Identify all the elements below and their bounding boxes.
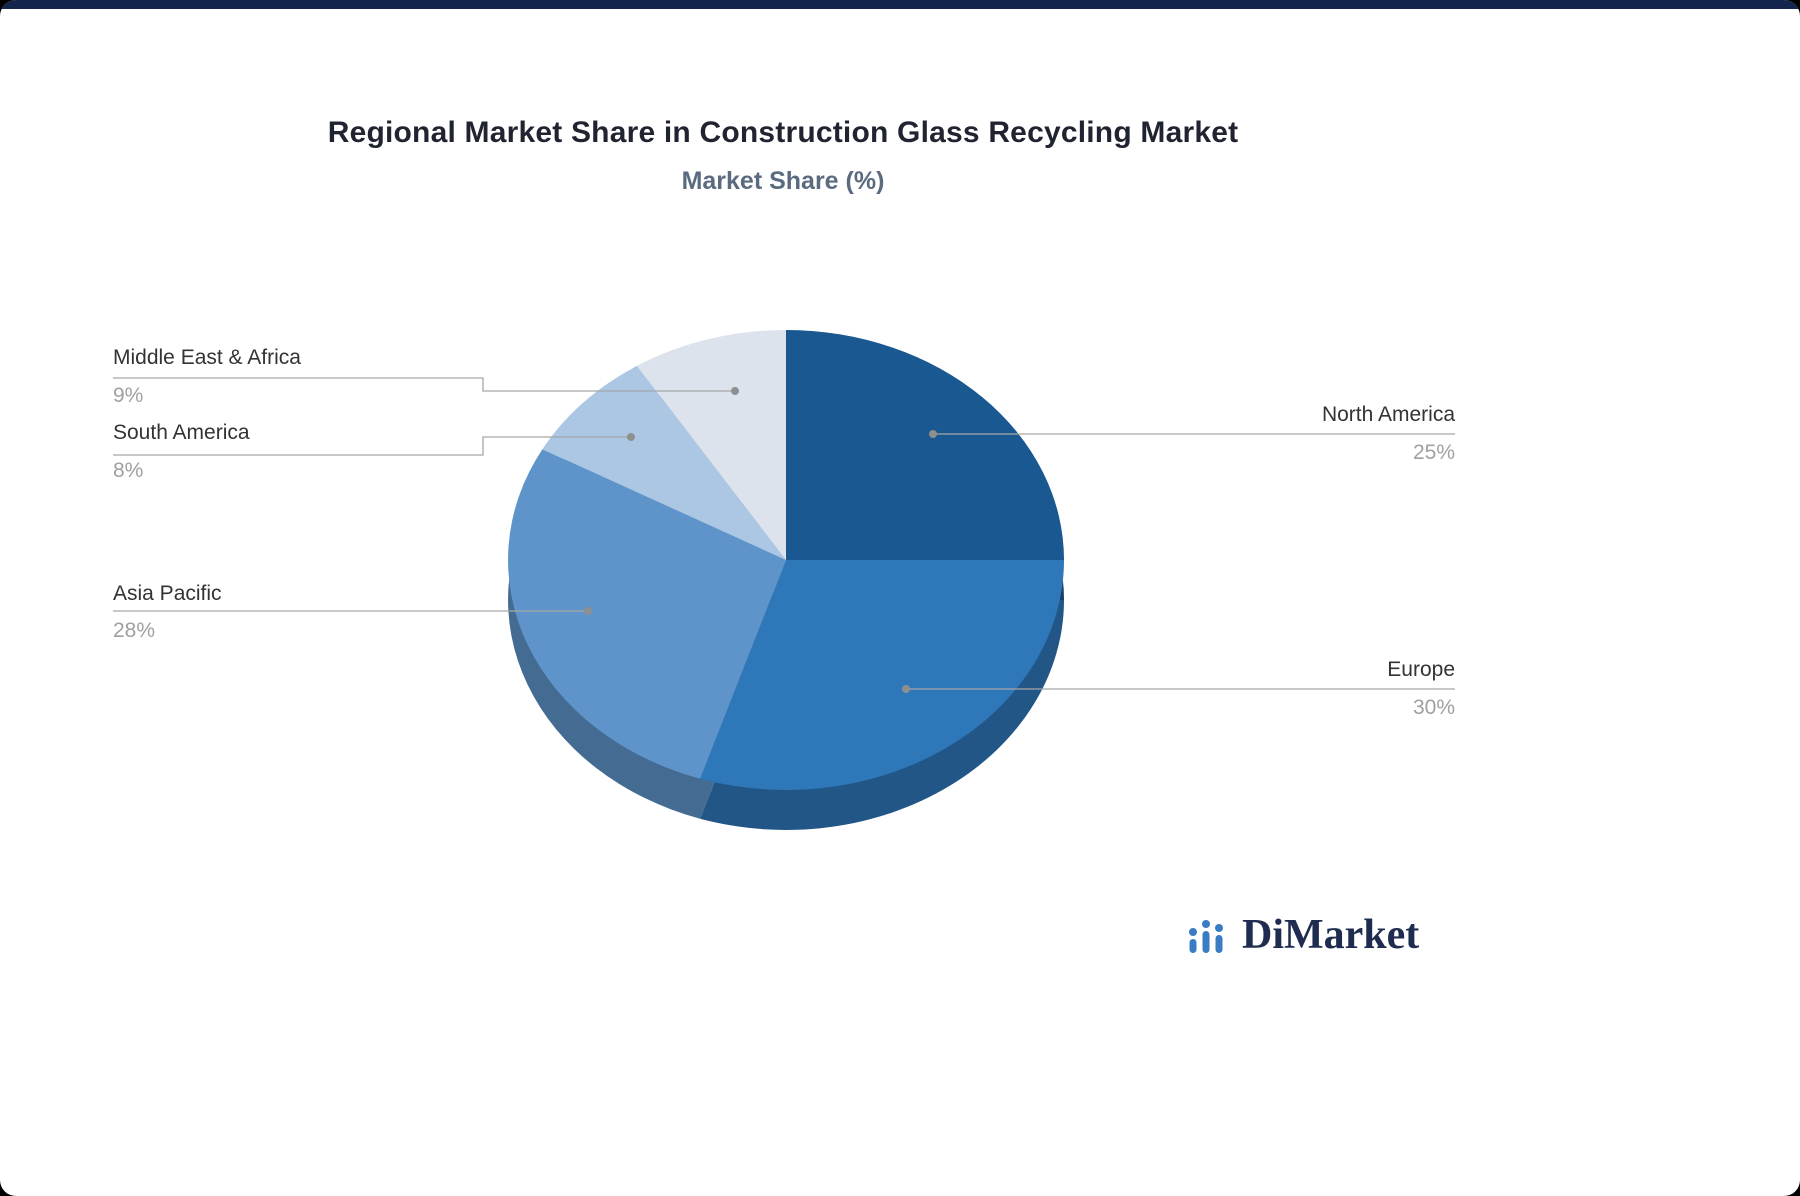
pie-slice-south-america[interactable]	[542, 365, 786, 560]
leader-dot-south-america	[627, 433, 635, 441]
value-asia-pacific: 28%	[113, 619, 156, 642]
value-north-america: 25%	[1412, 441, 1455, 464]
top-accent-bar	[0, 0, 1800, 9]
chart-subtitle: Market Share (%)	[681, 167, 885, 195]
dimarket-logo-icon	[1189, 920, 1223, 953]
pie-slice-europe[interactable]	[700, 560, 1064, 790]
pie-slice-asia-pacific[interactable]	[508, 449, 786, 779]
label-south-america: South America	[113, 421, 250, 444]
leader-dot-north-america	[929, 430, 937, 438]
value-south-america: 8%	[113, 459, 144, 482]
pie-slices-layer	[508, 330, 1064, 790]
leader-lines	[113, 377, 1455, 690]
value-europe: 30%	[1412, 696, 1455, 719]
label-asia-pacific: Asia Pacific	[113, 582, 222, 605]
leader-line-south-america	[113, 436, 631, 456]
value-middle-east-africa: 9%	[113, 384, 144, 407]
dimarket-logo: DiMarket	[1186, 910, 1419, 956]
dimarket-logo-text: DiMarket	[1242, 912, 1420, 958]
leader-dot-middle-east-africa	[731, 387, 739, 395]
label-north-america: North America	[1321, 403, 1455, 426]
leader-dot-asia-pacific	[584, 607, 592, 615]
leader-dots	[584, 387, 937, 693]
leader-line-middle-east-africa	[113, 377, 735, 392]
leader-dot-europe	[902, 685, 910, 693]
pie-slice-north-america[interactable]	[786, 330, 1064, 560]
pie-slice-middle-east-africa[interactable]	[637, 330, 786, 560]
label-europe: Europe	[1387, 658, 1455, 681]
label-middle-east-africa: Middle East & Africa	[113, 346, 301, 369]
chart-title: Regional Market Share in Construction Gl…	[327, 116, 1239, 149]
